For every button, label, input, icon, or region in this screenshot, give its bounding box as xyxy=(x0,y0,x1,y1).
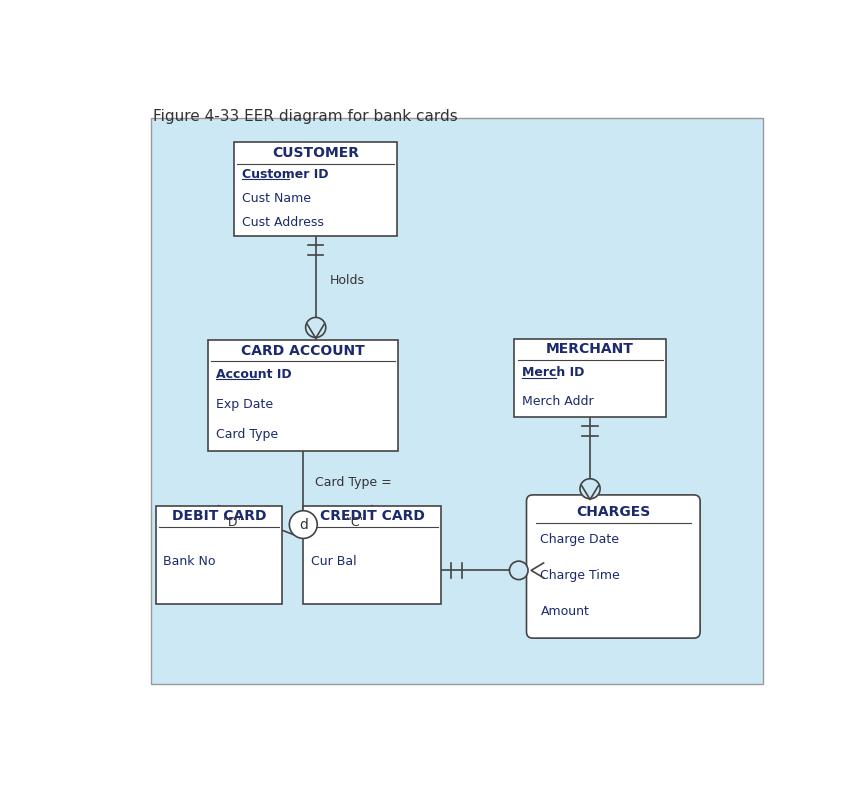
Circle shape xyxy=(306,318,326,337)
Text: Charge Time: Charge Time xyxy=(541,569,620,582)
Text: Charge Date: Charge Date xyxy=(541,533,619,545)
FancyBboxPatch shape xyxy=(156,506,282,604)
Text: Exp Date: Exp Date xyxy=(216,399,273,411)
Text: "D": "D" xyxy=(223,515,244,529)
Text: "C": "C" xyxy=(346,515,366,529)
Text: Customer ID: Customer ID xyxy=(242,168,328,181)
FancyBboxPatch shape xyxy=(514,338,665,417)
Text: Cust Address: Cust Address xyxy=(242,217,324,229)
Text: Card Type =: Card Type = xyxy=(314,476,391,488)
FancyBboxPatch shape xyxy=(526,495,700,638)
Text: Merch Addr: Merch Addr xyxy=(522,395,594,408)
FancyBboxPatch shape xyxy=(208,340,398,452)
FancyBboxPatch shape xyxy=(150,118,763,684)
Text: Cur Bal: Cur Bal xyxy=(311,555,357,569)
FancyBboxPatch shape xyxy=(303,506,442,604)
Text: DEBIT CARD: DEBIT CARD xyxy=(172,510,266,523)
Text: Cust Name: Cust Name xyxy=(242,192,311,206)
Text: Card Type: Card Type xyxy=(216,429,278,441)
Text: Figure 4-33 EER diagram for bank cards: Figure 4-33 EER diagram for bank cards xyxy=(153,109,458,124)
Text: Account ID: Account ID xyxy=(216,368,292,381)
Text: Bank No: Bank No xyxy=(163,555,216,569)
Text: CREDIT CARD: CREDIT CARD xyxy=(320,510,425,523)
Text: CARD ACCOUNT: CARD ACCOUNT xyxy=(241,344,365,357)
Text: d: d xyxy=(299,518,308,531)
Text: Amount: Amount xyxy=(541,605,589,619)
Text: CHARGES: CHARGES xyxy=(576,505,651,518)
Circle shape xyxy=(289,511,317,538)
Text: CUSTOMER: CUSTOMER xyxy=(272,146,359,160)
Text: Holds: Holds xyxy=(330,274,365,287)
Text: MERCHANT: MERCHANT xyxy=(546,342,634,357)
FancyBboxPatch shape xyxy=(234,142,397,236)
Text: Merch ID: Merch ID xyxy=(522,367,585,380)
Circle shape xyxy=(580,479,600,499)
Circle shape xyxy=(510,561,528,580)
